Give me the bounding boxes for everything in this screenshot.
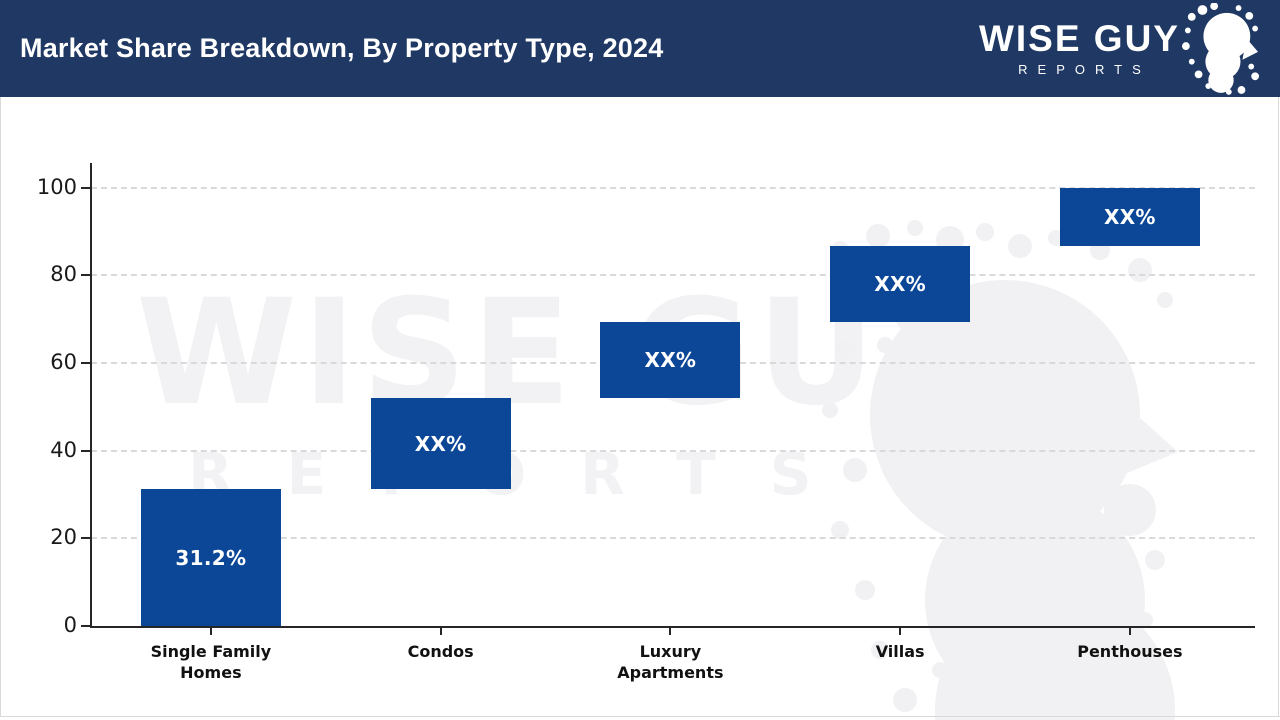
gridline-100 bbox=[91, 186, 1255, 189]
left-edge-rule bbox=[0, 97, 1, 717]
bar-value-label-villas: XX% bbox=[874, 272, 927, 297]
x-tick-luxury-apartments bbox=[669, 628, 672, 635]
x-label-villas: Villas bbox=[875, 642, 925, 661]
y-tick-80 bbox=[81, 274, 90, 277]
y-tick-label-0: 0 bbox=[63, 613, 77, 637]
y-tick-label-60: 60 bbox=[50, 349, 77, 374]
x-tick-penthouses bbox=[1128, 628, 1131, 635]
y-axis-spine bbox=[90, 163, 92, 628]
y-tick-60 bbox=[81, 361, 90, 364]
logo-subtext: REPORTS bbox=[1018, 61, 1151, 77]
bar-condos: XX% bbox=[370, 397, 511, 490]
y-tick-label-100: 100 bbox=[36, 174, 77, 199]
y-tick-0 bbox=[81, 625, 90, 627]
gridline-80 bbox=[91, 274, 1255, 277]
x-tick-villas bbox=[899, 628, 902, 635]
bar-value-label-condos: XX% bbox=[414, 431, 467, 456]
y-tick-label-80: 80 bbox=[50, 262, 77, 287]
bar-value-label-single-family-homes: 31.2% bbox=[175, 545, 247, 570]
y-tick-40 bbox=[81, 449, 90, 452]
bar-penthouses: XX% bbox=[1059, 187, 1200, 247]
right-edge-rule bbox=[1278, 97, 1279, 717]
header-bar: Market Share Breakdown, By Property Type… bbox=[0, 0, 1280, 97]
bar-value-label-luxury-apartments: XX% bbox=[644, 348, 697, 373]
bottom-edge-rule bbox=[0, 716, 1280, 717]
gridline-40 bbox=[91, 449, 1255, 452]
x-label-luxury-apartments: Luxury Apartments bbox=[617, 642, 724, 683]
x-tick-single-family-homes bbox=[209, 628, 212, 635]
x-axis-spine bbox=[90, 626, 1255, 628]
y-tick-100 bbox=[81, 186, 90, 189]
bar-luxury-apartments: XX% bbox=[600, 322, 741, 398]
chart-title: Market Share Breakdown, By Property Type… bbox=[20, 33, 664, 63]
x-label-single-family-homes: Single Family Homes bbox=[150, 642, 272, 683]
logo-text: WISE GUY REPORTS bbox=[978, 18, 1180, 77]
y-tick-label-40: 40 bbox=[50, 437, 77, 462]
x-label-condos: Condos bbox=[407, 642, 474, 661]
y-tick-label-20: 20 bbox=[50, 525, 77, 550]
logo-wordmark: WISE GUY bbox=[978, 18, 1180, 60]
wiseguy-logo: WISE GUY REPORTS bbox=[978, 2, 1260, 95]
bar-villas: XX% bbox=[830, 246, 971, 323]
gridline-20 bbox=[91, 537, 1255, 540]
head-profile-dots-watermark bbox=[822, 220, 1178, 720]
y-tick-20 bbox=[81, 537, 90, 540]
x-label-penthouses: Penthouses bbox=[1077, 642, 1183, 661]
bar-value-label-penthouses: XX% bbox=[1103, 204, 1156, 229]
head-profile-dots-icon bbox=[1182, 2, 1260, 95]
x-tick-condos bbox=[439, 628, 442, 635]
bar-single-family-homes: 31.2% bbox=[140, 489, 281, 626]
